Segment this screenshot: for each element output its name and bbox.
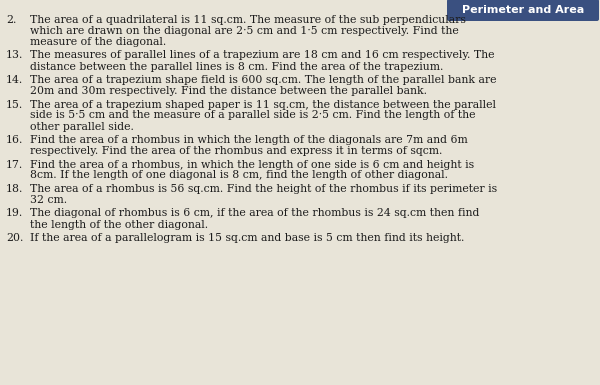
Text: If the area of a parallelogram is 15 sq.cm and base is 5 cm then find its height: If the area of a parallelogram is 15 sq.… xyxy=(30,233,464,243)
FancyBboxPatch shape xyxy=(447,0,599,21)
Text: The area of a trapezium shaped paper is 11 sq.cm, the distance between the paral: The area of a trapezium shaped paper is … xyxy=(30,99,496,109)
Text: measure of the diagonal.: measure of the diagonal. xyxy=(30,37,166,47)
Text: respectively. Find the area of the rhombus and express it in terms of sqcm.: respectively. Find the area of the rhomb… xyxy=(30,146,442,156)
Text: The area of a rhombus is 56 sq.cm. Find the height of the rhombus if its perimet: The area of a rhombus is 56 sq.cm. Find … xyxy=(30,184,497,194)
Text: 17.: 17. xyxy=(6,159,23,169)
Text: The diagonal of rhombus is 6 cm, if the area of the rhombus is 24 sq.cm then fin: The diagonal of rhombus is 6 cm, if the … xyxy=(30,209,479,219)
Text: The area of a quadrilateral is 11 sq.cm. The measure of the sub perpendiculars: The area of a quadrilateral is 11 sq.cm.… xyxy=(30,15,466,25)
Text: The measures of parallel lines of a trapezium are 18 cm and 16 cm respectively. : The measures of parallel lines of a trap… xyxy=(30,50,494,60)
Text: 2.: 2. xyxy=(6,15,16,25)
Text: distance between the parallel lines is 8 cm. Find the area of the trapezium.: distance between the parallel lines is 8… xyxy=(30,62,443,72)
Text: 20m and 30m respectively. Find the distance between the parallel bank.: 20m and 30m respectively. Find the dista… xyxy=(30,86,427,96)
Text: other parallel side.: other parallel side. xyxy=(30,122,134,132)
Text: 20.: 20. xyxy=(6,233,23,243)
Text: which are drawn on the diagonal are 2·5 cm and 1·5 cm respectively. Find the: which are drawn on the diagonal are 2·5 … xyxy=(30,26,459,36)
Text: 16.: 16. xyxy=(6,135,23,145)
Text: The area of a trapezium shape field is 600 sq.cm. The length of the parallel ban: The area of a trapezium shape field is 6… xyxy=(30,75,497,85)
Text: Find the area of a rhombus, in which the length of one side is 6 cm and height i: Find the area of a rhombus, in which the… xyxy=(30,159,474,169)
Text: the length of the other diagonal.: the length of the other diagonal. xyxy=(30,219,208,229)
Text: 32 cm.: 32 cm. xyxy=(30,195,67,205)
Text: Find the area of a rhombus in which the length of the diagonals are 7m and 6m: Find the area of a rhombus in which the … xyxy=(30,135,468,145)
Text: 13.: 13. xyxy=(6,50,23,60)
Text: 18.: 18. xyxy=(6,184,23,194)
Text: Perimeter and Area: Perimeter and Area xyxy=(462,5,584,15)
Text: 14.: 14. xyxy=(6,75,23,85)
Text: 15.: 15. xyxy=(6,99,23,109)
Text: side is 5·5 cm and the measure of a parallel side is 2·5 cm. Find the length of : side is 5·5 cm and the measure of a para… xyxy=(30,110,476,121)
Text: 8cm. If the length of one diagonal is 8 cm, find the length of other diagonal.: 8cm. If the length of one diagonal is 8 … xyxy=(30,171,448,181)
Text: 19.: 19. xyxy=(6,209,23,219)
